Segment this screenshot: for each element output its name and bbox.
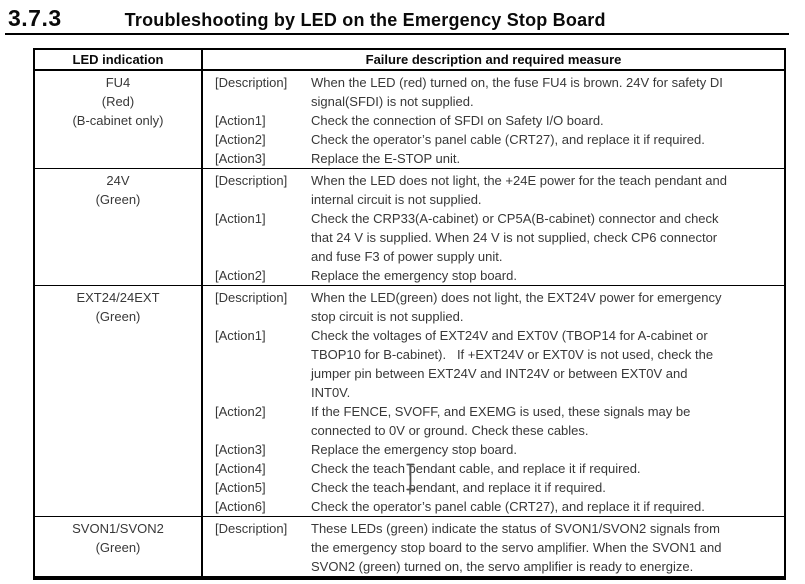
failure-description-cell: [Description] When the LED does not light… [203, 169, 786, 285]
measure-item: [Action1] Check the connection of SFDI on… [215, 111, 782, 130]
measure-item: [Action1] Check the CRP33(A-cabinet) or C… [215, 209, 782, 266]
table-body: FU4 (Red) (B-cabinet only) [Description] Whe… [35, 71, 784, 576]
measure-item-text: Check the teach pendant cable, and repla… [311, 461, 641, 476]
failure-description-cell: [Description] These LEDs (green) indicate… [203, 517, 786, 576]
measure-item-text: Check the CRP33(A-cabinet) or CP5A(B-cab… [311, 211, 719, 264]
title-underline [5, 33, 789, 35]
led-indication-cell: SVON1/SVON2 (Green) [35, 517, 203, 576]
measure-item-text: Check the operator’s panel cable (CRT27)… [311, 499, 705, 514]
table-row: EXT24/24EXT (Green) [Description] When the … [35, 285, 784, 516]
led-label-line: EXT24/24EXT [76, 290, 160, 305]
measure-item-text: Check the voltages of EXT24V and EXT0V (… [311, 328, 714, 400]
measure-item: [Action2] If the FENCE, SVOFF, and EXEMG … [215, 402, 782, 440]
measure-item-label: [Description] [215, 173, 288, 188]
led-indication-cell: FU4 (Red) (B-cabinet only) [35, 71, 203, 168]
measure-item-text: Check the teach pendant, and replace it … [311, 480, 606, 495]
measure-item: [Description] These LEDs (green) indicate… [215, 519, 782, 576]
column-header-led-indication: LED indication [35, 50, 203, 69]
led-label-line: (Red) [101, 94, 135, 109]
measure-item-text: Check the operator’s panel cable (CRT27)… [311, 132, 705, 147]
measure-item-label: [Action3] [215, 151, 266, 166]
measure-item-label: [Description] [215, 290, 288, 305]
measure-item: [Action2] Replace the emergency stop boar… [215, 266, 782, 285]
measure-item: [Description] When the LED does not light… [215, 171, 782, 209]
measure-item-label: [Description] [215, 521, 288, 536]
led-indication-cell: 24V (Green) [35, 169, 203, 285]
measure-item: [Action3] Replace the E-STOP unit. [215, 149, 782, 168]
led-label-line: SVON1/SVON2 [72, 521, 164, 536]
measure-item-label: [Action6] [215, 499, 266, 514]
measure-item-label: [Description] [215, 75, 288, 90]
failure-description-cell: [Description] When the LED(green) does no… [203, 286, 786, 516]
measure-item-label: [Action4] [215, 461, 266, 476]
measure-item-text: Check the connection of SFDI on Safety I… [311, 113, 604, 128]
table-row: 24V (Green) [Description] When the LED does… [35, 168, 784, 285]
measure-item-text: Replace the E-STOP unit. [311, 151, 461, 166]
measure-item-label: [Action1] [215, 328, 266, 343]
measure-item: [Description] When the LED (red) turned o… [215, 73, 782, 111]
measure-item: [Description] When the LED(green) does no… [215, 288, 782, 326]
measure-item-text: Replace the emergency stop board. [311, 442, 517, 457]
measure-item: [Action3] Replace the emergency stop boar… [215, 440, 782, 459]
led-label-line: FU4 [105, 75, 131, 90]
led-label-line: 24V [106, 173, 130, 188]
measure-item: [Action5] Check the teach pendant, and re… [215, 478, 782, 497]
measure-item: [Action6] Check the operator’s panel cabl… [215, 497, 782, 516]
measure-item-label: [Action3] [215, 442, 266, 457]
measure-item-label: [Action2] [215, 404, 266, 419]
page-title: Troubleshooting by LED on the Emergency … [124, 10, 606, 30]
measure-item: [Action2] Check the operator’s panel cabl… [215, 130, 782, 149]
measure-item-text: If the FENCE, SVOFF, and EXEMG is used, … [311, 404, 691, 438]
led-indication-cell: EXT24/24EXT (Green) [35, 286, 203, 516]
table-row: FU4 (Red) (B-cabinet only) [Description] Whe… [35, 71, 784, 168]
section-number: 3.7.3 [8, 5, 62, 31]
measure-item-text: Replace the emergency stop board. [311, 268, 517, 283]
measure-item-text: When the LED does not light, the +24E po… [311, 173, 727, 207]
measure-item: [Action4] Check the teach pendant cable, … [215, 459, 782, 478]
measure-item-label: [Action2] [215, 132, 266, 147]
measure-item-label: [Action2] [215, 268, 266, 283]
table-row: SVON1/SVON2 (Green) [Description] These LED… [35, 516, 784, 576]
failure-description-cell: [Description] When the LED (red) turned o… [203, 71, 786, 168]
led-label-line: (Green) [95, 192, 141, 207]
measure-item-label: [Action1] [215, 113, 266, 128]
measure-item-label: [Action1] [215, 211, 266, 226]
measure-item-label: [Action5] [215, 480, 266, 495]
measure-item: [Action1] Check the voltages of EXT24V an… [215, 326, 782, 402]
led-label-line: (B-cabinet only) [72, 113, 164, 128]
measure-item-text: When the LED (red) turned on, the fuse F… [311, 75, 723, 109]
led-label-line: (Green) [95, 540, 141, 555]
table-header-row: LED indication Failure description and r… [35, 50, 784, 71]
measure-item-text: These LEDs (green) indicate the status o… [311, 521, 722, 574]
troubleshooting-table: LED indication Failure description and r… [33, 48, 786, 580]
text-ibeam-cursor [406, 463, 415, 491]
column-header-failure-description: Failure description and required measure [365, 52, 622, 67]
section-heading: 3.7.3 Troubleshooting by LED on the Emer… [8, 5, 606, 32]
led-label-line: (Green) [95, 309, 141, 324]
measure-item-text: When the LED(green) does not light, the … [311, 290, 722, 324]
